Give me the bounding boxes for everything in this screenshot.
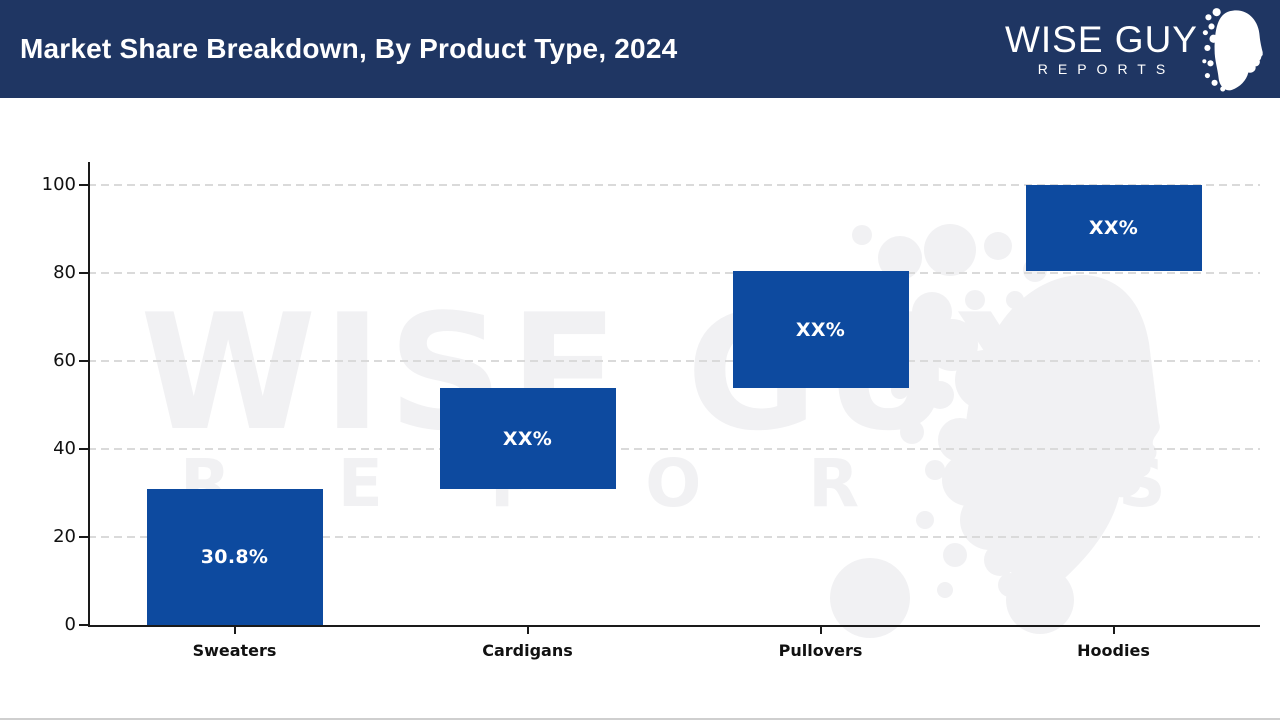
- x-axis-label: Pullovers: [778, 641, 863, 660]
- x-tick-mark: [233, 626, 236, 634]
- bar-value-label: XX%: [1088, 216, 1139, 239]
- y-tick-label: 60: [53, 350, 76, 371]
- y-tick-mark: [79, 272, 88, 274]
- bar-sweaters: 30.8%: [146, 489, 323, 625]
- y-tick-label: 20: [53, 526, 76, 547]
- bar-value-label: XX%: [502, 427, 553, 450]
- bottom-border: [0, 718, 1280, 720]
- y-tick-mark: [79, 448, 88, 450]
- x-tick-mark: [819, 626, 822, 634]
- y-tick-mark: [79, 360, 88, 362]
- bar-value-label: XX%: [795, 318, 846, 341]
- y-tick-label: 0: [64, 614, 76, 635]
- y-tick-mark: [79, 536, 88, 538]
- grid-line: [88, 536, 1260, 538]
- logo-wordmark: WISE GUY: [1004, 19, 1198, 60]
- x-axis-label: Hoodies: [1077, 641, 1150, 660]
- y-tick-mark: [79, 624, 88, 626]
- grid-line: [88, 360, 1260, 362]
- bar-hoodies: XX%: [1025, 185, 1202, 271]
- y-tick-label: 40: [53, 438, 76, 459]
- x-tick-mark: [1112, 626, 1115, 634]
- bar-pullovers: XX%: [732, 270, 909, 389]
- logo-wordmark-sub: REPORTS: [1037, 61, 1176, 77]
- y-axis: [88, 162, 90, 627]
- x-axis-label: Sweaters: [192, 641, 277, 660]
- y-tick-label: 80: [53, 262, 76, 283]
- brand-logo: WISE GUY REPORTS: [1005, 5, 1266, 93]
- x-tick-mark: [526, 626, 529, 634]
- y-tick-mark: [79, 184, 88, 186]
- bar-value-label: 30.8%: [200, 546, 269, 569]
- logo-head-icon: [1202, 8, 1263, 92]
- header-bar: Market Share Breakdown, By Product Type,…: [0, 0, 1280, 98]
- bar-cardigans: XX%: [439, 388, 616, 490]
- x-axis-label: Cardigans: [482, 641, 573, 660]
- waterfall-chart: 0 20 40 60 80 100 30.8% XX% XX% XX% Sweaters Cardig…: [0, 98, 1280, 720]
- chart-area: WISE GUY R E P O R T S 0 20 40 60 80 100 30.8%…: [0, 98, 1280, 720]
- grid-line: [88, 448, 1260, 450]
- page-title: Market Share Breakdown, By Product Type,…: [20, 33, 678, 64]
- x-axis: [88, 625, 1260, 627]
- grid-line: [88, 184, 1260, 186]
- grid-line: [88, 272, 1260, 274]
- y-tick-label: 100: [41, 174, 76, 195]
